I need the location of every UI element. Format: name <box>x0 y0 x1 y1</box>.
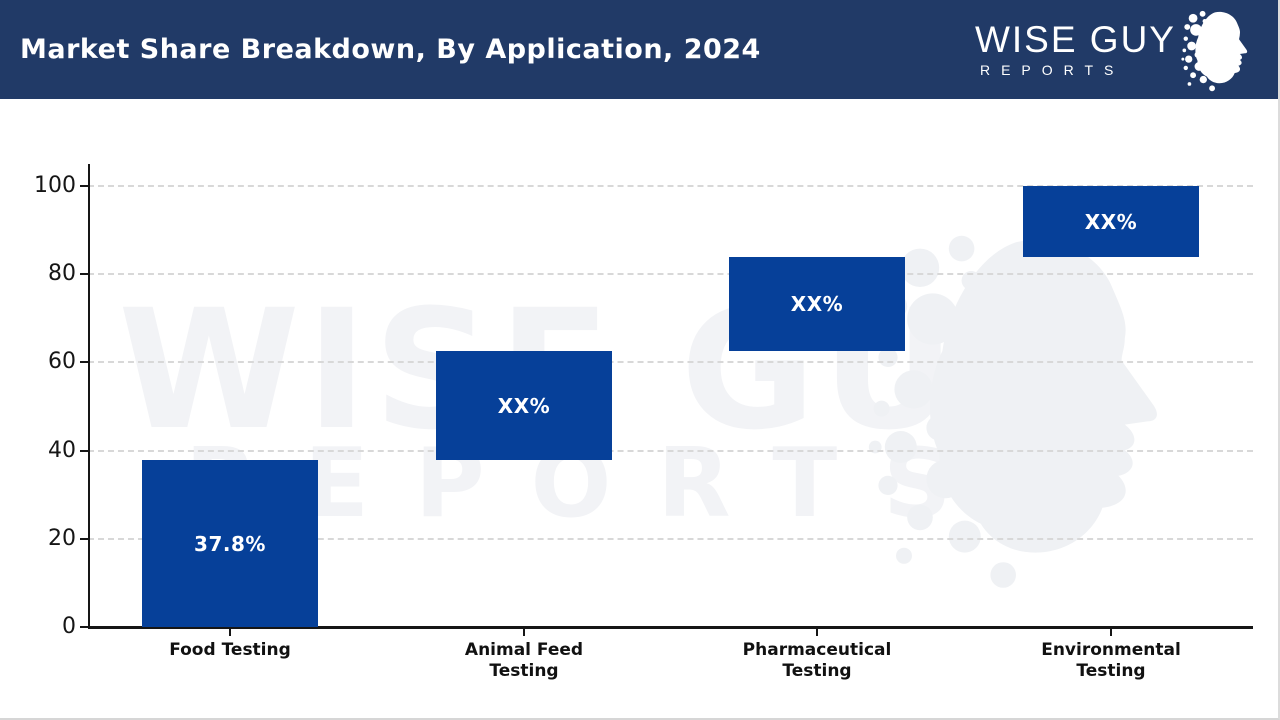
x-category-label-line: Environmental <box>1041 640 1181 660</box>
y-axis-tick-label: 20 <box>48 525 76 551</box>
bar-value-label: XX% <box>1084 209 1138 234</box>
x-category-label-line: Animal Feed <box>464 640 584 660</box>
waterfall-bar: XX% <box>1023 186 1199 257</box>
x-category-label-line: Testing <box>782 661 852 681</box>
x-category-label-line: Testing <box>1076 661 1146 681</box>
x-category-label: Environmental Testing <box>971 640 1251 682</box>
logo-text: WISE GUY REPORTS <box>974 19 1176 79</box>
y-axis-tick-label: 80 <box>48 261 76 287</box>
x-category-label: Food Testing <box>90 640 370 661</box>
header: Market Share Breakdown, By Application, … <box>0 0 1278 99</box>
waterfall-bar: XX% <box>729 257 905 351</box>
gridline <box>88 273 1253 276</box>
x-axis-tick <box>816 629 818 636</box>
logo-subtitle: REPORTS <box>979 62 1125 78</box>
page-title: Market Share Breakdown, By Application, … <box>20 34 761 65</box>
y-axis-tick <box>80 537 88 540</box>
y-axis-line <box>88 164 90 629</box>
y-axis-tick-label: 100 <box>34 173 76 198</box>
x-axis-line <box>88 626 1253 629</box>
y-axis-tick-label: 60 <box>48 349 76 375</box>
gridline <box>88 361 1253 364</box>
x-category-label-line: Pharmaceutical <box>742 640 892 660</box>
y-axis-tick <box>80 626 88 628</box>
bar-value-label: XX% <box>790 291 844 316</box>
gridline <box>88 537 1253 540</box>
x-category-label-line: Testing <box>489 661 559 681</box>
gridline <box>88 185 1253 187</box>
bar-value-label: 37.8% <box>194 531 266 556</box>
y-axis-tick-label: 0 <box>62 614 76 639</box>
brand-logo: WISE GUY REPORTS <box>975 8 1252 92</box>
y-axis-tick <box>80 449 88 452</box>
gridline <box>88 449 1253 452</box>
x-axis-tick <box>229 629 231 636</box>
x-category-label: Animal Feed Testing <box>384 640 664 682</box>
y-axis-tick <box>80 185 88 187</box>
waterfall-bar: XX% <box>436 350 612 461</box>
logo-face-icon <box>1181 10 1248 91</box>
x-axis-tick <box>523 629 525 636</box>
x-axis-tick <box>1110 629 1112 636</box>
waterfall-bar: 37.8% <box>142 460 318 627</box>
x-category-label: Pharmaceutical Testing <box>677 640 957 682</box>
y-axis-tick <box>80 361 88 364</box>
y-axis-tick-label: 40 <box>48 437 76 463</box>
x-category-label-line: Food Testing <box>169 640 291 660</box>
logo-wordmark: WISE GUY <box>974 19 1176 60</box>
y-axis-tick <box>80 273 88 276</box>
bar-value-label: XX% <box>497 393 551 418</box>
